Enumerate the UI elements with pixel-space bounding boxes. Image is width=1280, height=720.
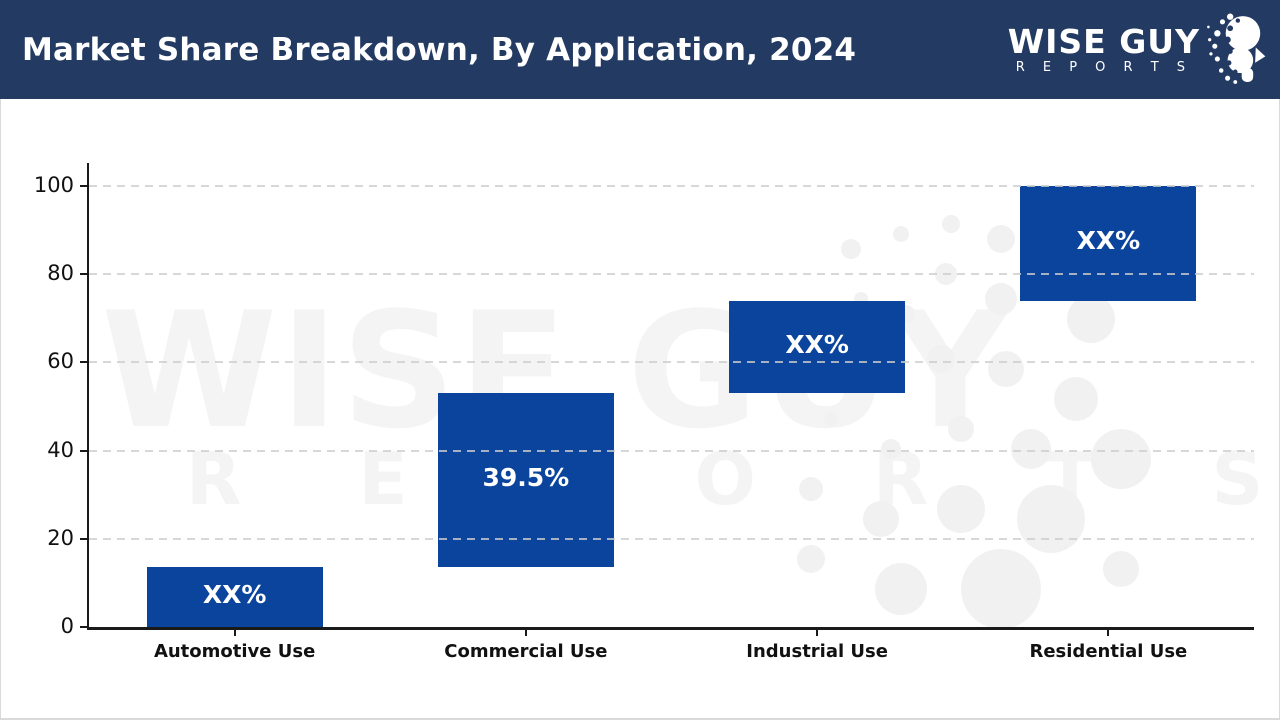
- x-category-label: Residential Use: [1029, 641, 1188, 662]
- bar-value-label: 39.5%: [482, 463, 570, 493]
- y-gridline: [89, 449, 1254, 452]
- y-tick-label: 0: [60, 614, 74, 638]
- dotted-head-profile-icon: [1207, 13, 1266, 84]
- chart-body: WISE GUY R E P O R T S XX% 39.5% XX% XX% 0 20…: [0, 99, 1280, 720]
- y-tick-label: 20: [47, 525, 74, 550]
- bar-value-label: XX%: [202, 580, 267, 610]
- brand-logo-text: WISE GUY R E P O R T S: [1008, 25, 1200, 74]
- y-tick-mark: [80, 449, 89, 452]
- y-tick-mark: [80, 626, 89, 628]
- y-gridline: [89, 273, 1254, 276]
- y-tick-label: 100: [33, 173, 74, 197]
- header-bar: Market Share Breakdown, By Application, …: [0, 0, 1280, 99]
- y-tick-mark: [80, 273, 89, 276]
- bar-segment: [146, 567, 323, 627]
- page-title: Market Share Breakdown, By Application, …: [22, 31, 857, 68]
- x-category-label: Industrial Use: [746, 641, 888, 662]
- x-tick-mark: [233, 627, 236, 636]
- y-tick-label: 80: [47, 261, 74, 286]
- y-gridline: [89, 361, 1254, 364]
- y-gridline: [89, 185, 1254, 187]
- y-tick-label: 60: [47, 349, 74, 374]
- x-category-label: Commercial Use: [444, 641, 608, 662]
- y-tick-mark: [80, 537, 89, 540]
- logo-wordmark: WISE GUY: [1007, 22, 1200, 61]
- bar-value-label: XX%: [1076, 226, 1141, 256]
- y-axis-line: [87, 163, 89, 627]
- logo-subtext: R E P O R T S: [1015, 60, 1193, 75]
- bar-segment: [729, 300, 906, 394]
- x-tick-mark: [816, 627, 819, 636]
- y-tick-mark: [80, 361, 89, 364]
- brand-logo: WISE GUY R E P O R T S: [1008, 10, 1266, 90]
- y-gridline: [89, 537, 1254, 540]
- x-tick-mark: [1107, 627, 1110, 636]
- watermark-dotted-head-pattern: [797, 215, 1151, 629]
- x-axis-line: [87, 627, 1254, 630]
- x-tick-mark: [524, 627, 527, 636]
- y-tick-label: 40: [47, 437, 74, 462]
- bar-value-label: XX%: [785, 329, 849, 359]
- bar-segment: [1020, 186, 1197, 301]
- y-tick-mark: [80, 185, 89, 187]
- plot-area: XX% 39.5% XX% XX% 0 20 40 60 80 100 Automotive Use…: [1, 99, 1279, 718]
- x-category-label: Automotive Use: [153, 641, 316, 662]
